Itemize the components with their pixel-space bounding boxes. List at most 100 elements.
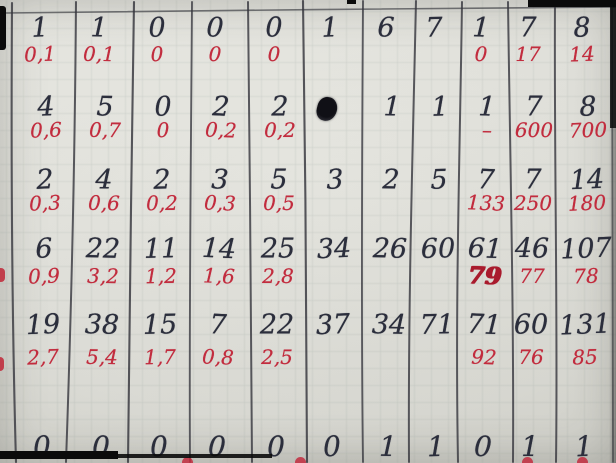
cell-value-red: 0,3: [28, 190, 62, 216]
cell-value-red: 0,1: [23, 41, 57, 67]
cell-value-ink: 2: [382, 164, 400, 196]
cell-value-red: 0,7: [88, 117, 122, 143]
cell-value-ink: 3: [325, 164, 345, 196]
cell-value-ink: 11: [143, 233, 179, 265]
cell-value-red: 600: [514, 118, 554, 142]
cut-off-red-value: [522, 457, 533, 463]
cell-value-ink: 131: [558, 308, 612, 342]
cell-value-red: 700: [568, 117, 608, 143]
cell-value-ink: 1: [383, 91, 401, 123]
scribbled-out-entry: [314, 94, 340, 124]
photo-edge-artifact-top-left: [0, 6, 6, 50]
cell-value-ink: 6: [377, 12, 395, 44]
cut-off-red-value: [295, 457, 306, 463]
cell-value-red: 0: [208, 41, 222, 67]
cell-value-red: 2,7: [26, 344, 60, 370]
table-column-line: [301, 0, 309, 463]
cell-value-ink: 0: [148, 12, 166, 44]
cell-value-ink: 5: [270, 164, 288, 196]
photo-right-shadow: [609, 0, 616, 463]
cell-value-ink: 2: [211, 91, 231, 123]
cell-value-ink: 46: [514, 233, 550, 265]
cell-value-red: 0,6: [87, 190, 121, 216]
cell-value-red: 133: [466, 190, 506, 216]
cell-value-ink: 1: [426, 429, 446, 463]
cell-value-red: 0: [267, 42, 281, 66]
cell-value-ink: 107: [559, 232, 613, 266]
cell-value-ink: 14: [201, 232, 237, 266]
cell-value-red: 0,1: [82, 41, 116, 67]
cell-value-ink: 61: [467, 232, 503, 266]
cell-value-ink: 22: [259, 309, 295, 341]
cell-value-ink: 1: [477, 91, 497, 123]
cell-value-ink: 4: [95, 164, 113, 196]
cell-value-ink: 15: [142, 309, 178, 341]
cell-value-ink: 0: [154, 91, 172, 123]
cell-value-ink: 71: [419, 309, 455, 341]
cell-value-red: 0: [150, 41, 164, 67]
photo-edge-artifact-top-right: [528, 0, 616, 7]
cell-value-red: 76: [518, 345, 544, 369]
cell-value-ink: 1: [471, 12, 491, 44]
cell-value-ink: 6: [34, 233, 54, 265]
cell-value-red: 180: [567, 190, 607, 216]
cell-value-ink: 7: [525, 91, 543, 123]
table-top-line: [4, 6, 616, 14]
cell-value-red: 0: [474, 41, 488, 67]
cell-value-ink: 19: [25, 308, 61, 342]
cell-value-red: 250: [513, 191, 553, 215]
table-column-line: [65, 1, 77, 463]
cell-value-red: 14: [568, 41, 596, 67]
cell-value-red: 0,6: [29, 117, 63, 143]
cell-value-ink: 34: [316, 232, 352, 266]
cell-value-ink: 38: [84, 309, 120, 341]
table-column-line: [507, 1, 515, 463]
cell-value-ink: 1: [320, 12, 340, 44]
photo-edge-artifact-right: [610, 0, 616, 128]
cell-value-ink: 71: [466, 308, 502, 342]
cell-value-ink: 7: [524, 164, 542, 196]
cell-value-ink: 1: [30, 12, 50, 44]
cut-off-red-mark: [0, 357, 4, 371]
table-column-line: [10, 1, 18, 463]
cell-value-ink: 4: [36, 91, 56, 123]
cell-value-ink: 0: [322, 429, 342, 463]
cell-value-red: 17: [515, 42, 541, 66]
cell-value-red: 0,9: [27, 263, 61, 289]
cell-value-red: 1,7: [143, 344, 177, 370]
cell-value-ink: 1: [90, 12, 108, 44]
cell-value-red: 85: [571, 344, 599, 370]
cut-off-red-mark: [0, 268, 5, 282]
table-column-line: [553, 1, 558, 463]
cell-value-ink: 26: [372, 233, 408, 265]
cell-value-ink: 0: [267, 430, 285, 463]
cell-value-ink: 2: [153, 164, 171, 196]
table-column-line: [126, 0, 136, 463]
cell-value-red: 78: [572, 263, 600, 289]
cell-value-ink: 2: [35, 164, 55, 196]
cell-value-red: –: [481, 117, 493, 143]
cell-value-ink: 0: [473, 429, 493, 463]
table-column-line: [247, 1, 253, 463]
cell-value-ink: 1: [431, 91, 449, 123]
cell-value-ink: 60: [420, 233, 456, 265]
cell-value-ink: 3: [210, 164, 230, 196]
cell-value-red: 0,2: [204, 117, 238, 143]
cell-value-red: 0,8: [201, 344, 235, 370]
cell-value-red: 0: [156, 117, 170, 143]
table-column-line: [407, 0, 417, 463]
cell-value-ink: 5: [96, 91, 114, 123]
cell-value-ink: 22: [85, 233, 121, 265]
table-column-line: [188, 1, 193, 463]
cell-value-red-corrected: 79: [467, 260, 503, 291]
photo-edge-artifact-bottom-left: [0, 451, 118, 459]
cell-value-ink: 60: [513, 309, 549, 341]
cell-value-ink: 1: [378, 429, 398, 463]
cell-value-red: 0,2: [145, 190, 179, 216]
cell-value-red: 1,2: [144, 263, 178, 289]
cell-value-ink: 7: [476, 164, 496, 196]
cell-value-ink: 0: [205, 12, 225, 44]
cell-value-ink: 2: [271, 91, 289, 123]
cell-value-ink: 7: [208, 309, 228, 341]
